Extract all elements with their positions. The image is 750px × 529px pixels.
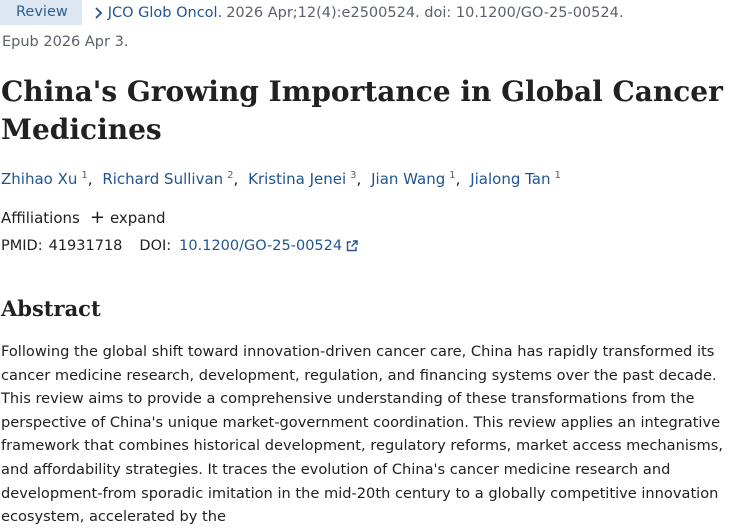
expand-affiliations-button[interactable]: + expand [89, 207, 166, 228]
author-item: Kristina Jenei 3, [248, 170, 366, 188]
author-link[interactable]: Jian Wang [371, 170, 446, 188]
pmid-value: 41931718 [48, 238, 123, 254]
plus-icon: + [89, 207, 105, 228]
citation-details: 2026 Apr;12(4):e2500524. doi: 10.1200/GO… [226, 4, 624, 21]
affiliation-number[interactable]: 1 [554, 170, 561, 181]
author-item: Zhihao Xu 1, [1, 170, 98, 188]
doi-label: DOI: [139, 238, 172, 254]
affiliation-number[interactable]: 2 [227, 170, 234, 181]
author-link[interactable]: Richard Sullivan [102, 170, 224, 188]
epub-date: Epub 2026 Apr 3. [2, 34, 129, 50]
pmid-label: PMID: [1, 238, 43, 254]
article-type-badge: Review [0, 0, 82, 25]
author-link[interactable]: Kristina Jenei [248, 170, 347, 188]
author-link[interactable]: Jialong Tan [470, 170, 551, 188]
external-link-icon[interactable] [346, 240, 358, 252]
author-separator: , [233, 170, 239, 188]
article-title: China's Growing Importance in Global Can… [1, 75, 723, 146]
affiliations-label: Affiliations [1, 209, 80, 227]
author-separator: , [356, 170, 362, 188]
chevron-right-icon[interactable] [94, 6, 103, 19]
affiliation-number[interactable]: 3 [350, 170, 357, 181]
journal-link[interactable]: JCO Glob Oncol. [107, 4, 223, 21]
author-item: Jian Wang 1, [371, 170, 465, 188]
abstract-heading: Abstract [1, 296, 101, 321]
affiliations-row: Affiliations + expand [1, 207, 166, 228]
author-item: Richard Sullivan 2, [102, 170, 243, 188]
abstract-text: Following the global shift toward innova… [1, 343, 723, 526]
author-list: Zhihao Xu 1, Richard Sullivan 2, Kristina … [1, 170, 561, 188]
citation-bar: Review JCO Glob Oncol. 2026 Apr;12(4):e2… [0, 0, 750, 25]
author-link[interactable]: Zhihao Xu [1, 170, 78, 188]
identifiers-row: PMID: 41931718 DOI: 10.1200/GO-25-00524 [1, 238, 358, 254]
doi-link[interactable]: 10.1200/GO-25-00524 [179, 238, 343, 254]
affiliation-number[interactable]: 1 [449, 170, 456, 181]
affiliation-number[interactable]: 1 [81, 170, 88, 181]
author-separator: , [455, 170, 461, 188]
expand-label: expand [109, 209, 166, 227]
author-separator: , [87, 170, 93, 188]
author-item: Jialong Tan 1 [470, 170, 561, 188]
